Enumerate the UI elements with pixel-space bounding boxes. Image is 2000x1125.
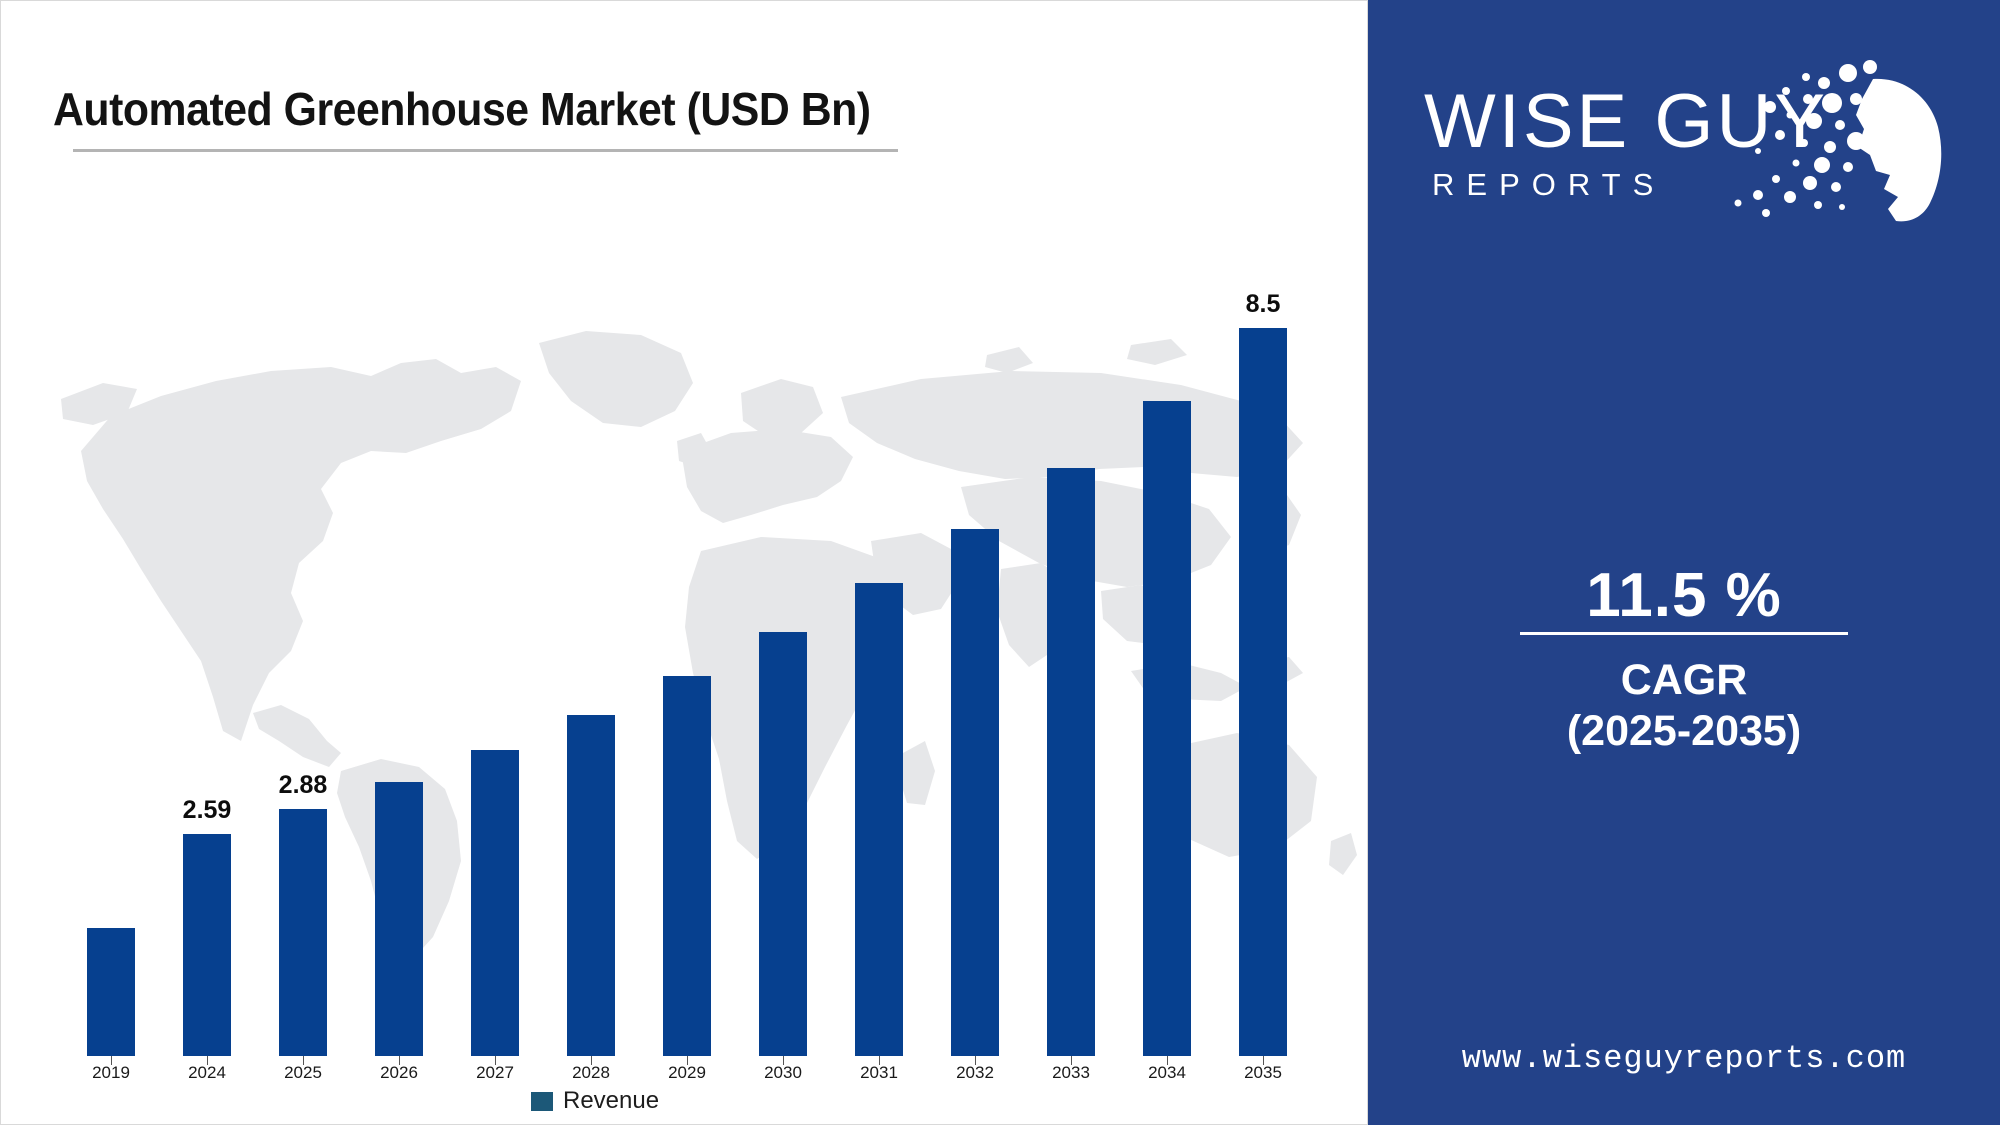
x-tick-mark-2032: [975, 1056, 976, 1065]
website-url: www.wiseguyreports.com: [1461, 1040, 1907, 1077]
x-tick-mark-2026: [399, 1056, 400, 1065]
bar-2027: [471, 750, 519, 1056]
x-tick-label-2035: 2035: [1244, 1063, 1282, 1082]
bar-2029: [663, 676, 711, 1056]
x-tick-label-2034: 2034: [1148, 1063, 1186, 1082]
x-tick-label-2026: 2026: [380, 1063, 418, 1082]
x-tick-label-2029: 2029: [668, 1063, 706, 1082]
x-tick-label-2032: 2032: [956, 1063, 994, 1082]
bar-2028: [567, 715, 615, 1056]
cagr-value: 11.5 %: [1586, 561, 1782, 630]
x-tick-mark-2029: [687, 1056, 688, 1065]
cagr-caption-line1: CAGR: [1620, 656, 1748, 704]
bar-2033: [1047, 468, 1095, 1056]
dotted-head-icon: [1734, 60, 1942, 222]
cagr-caption: CAGR (2025-2035): [1368, 655, 2000, 756]
x-tick-label-2030: 2030: [764, 1063, 802, 1082]
bar-value-label-2025: 2.88: [278, 771, 328, 799]
x-tick-mark-2019: [111, 1056, 112, 1065]
x-tick-label-2024: 2024: [188, 1063, 226, 1082]
x-tick-label-2019: 2019: [92, 1063, 130, 1082]
x-tick-mark-2030: [783, 1056, 784, 1065]
bar-2032: [951, 529, 999, 1056]
x-tick-label-2027: 2027: [476, 1063, 514, 1082]
x-tick-mark-2031: [879, 1056, 880, 1065]
bar-2024: [183, 834, 231, 1056]
legend-label: Revenue: [563, 1087, 660, 1114]
bar-value-label-2035: 8.5: [1245, 290, 1281, 318]
x-tick-mark-2027: [495, 1056, 496, 1065]
x-tick-mark-2033: [1071, 1056, 1072, 1065]
bar-2030: [759, 632, 807, 1056]
x-tick-mark-2035: [1263, 1056, 1264, 1065]
brand-panel: WISE GUY REPORTS: [1368, 0, 2000, 1125]
bar-2034: [1143, 401, 1191, 1056]
cagr-divider: [1520, 632, 1848, 635]
page-title: Automated Greenhouse Market (USD Bn): [53, 82, 871, 135]
x-tick-mark-2028: [591, 1056, 592, 1065]
chart-panel: Automated Greenhouse Market (USD Bn): [0, 0, 1368, 1125]
svg-text:REPORTS: REPORTS: [1432, 167, 1665, 202]
cagr-caption-line2: (2025-2035): [1566, 706, 1802, 755]
x-tick-label-2033: 2033: [1052, 1063, 1090, 1082]
x-tick-mark-2025: [303, 1056, 304, 1065]
bar-2025: [279, 809, 327, 1056]
chart-legend: Revenue: [531, 1087, 659, 1115]
svg-text:WISE GUY: WISE GUY: [1424, 79, 1828, 164]
bar-2026: [375, 782, 423, 1056]
x-tick-label-2025: 2025: [284, 1063, 322, 1082]
legend-swatch-icon: [531, 1091, 553, 1111]
bar-2031: [855, 583, 903, 1056]
x-tick-mark-2034: [1167, 1056, 1168, 1065]
x-tick-label-2031: 2031: [860, 1063, 898, 1082]
bar-plot-area: 2.59 2.88 8.5 2019 2024 2025 2026 2027 2028 2029…: [1, 1, 1367, 1124]
x-tick-label-2028: 2028: [572, 1063, 610, 1082]
bar-value-label-2024: 2.59: [182, 796, 232, 824]
title-divider: [73, 149, 898, 152]
bar-2035: [1239, 328, 1287, 1056]
wiseguy-reports-logo: WISE GUY REPORTS: [1418, 55, 1958, 225]
bar-2019: [87, 928, 135, 1056]
x-tick-mark-2024: [207, 1056, 208, 1065]
